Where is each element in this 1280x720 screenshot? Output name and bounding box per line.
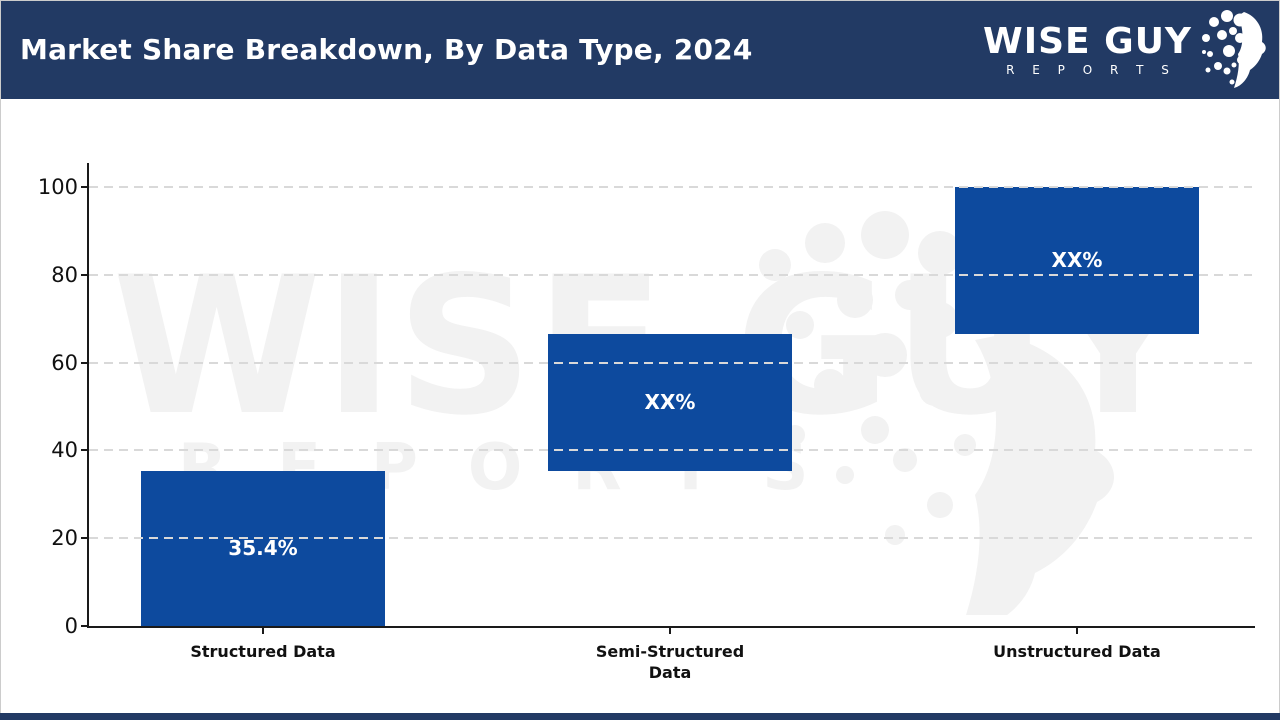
y-tick-label: 100 — [37, 175, 78, 199]
y-gridline — [89, 537, 1252, 540]
watermark-dotted-head-icon — [759, 211, 1114, 615]
x-category-label: Semi-Structured Data — [595, 642, 745, 682]
y-gridline — [89, 273, 1252, 276]
x-tick-mark — [1076, 626, 1078, 634]
bar-segment — [955, 187, 1199, 334]
y-tick-mark — [81, 361, 88, 364]
y-tick-mark — [81, 537, 88, 540]
brand-wordmark: WISE GUY — [982, 21, 1192, 63]
x-tick-mark — [262, 626, 264, 634]
y-gridline — [89, 361, 1252, 364]
y-axis-line — [87, 163, 89, 627]
x-tick-mark — [669, 626, 671, 634]
footer-bar — [0, 713, 1280, 720]
x-category-label: Unstructured Data — [993, 642, 1161, 661]
brand-logo-text: WISE GUY R E P O R T S — [983, 23, 1192, 77]
brand-sub-wordmark: R E P O R T S — [1006, 62, 1176, 77]
bar-segment — [548, 333, 792, 471]
bar-value-label: XX% — [644, 390, 696, 415]
bar-value-label: 35.4% — [228, 536, 298, 561]
dotted-head-icon — [1202, 10, 1266, 88]
y-tick-label: 20 — [51, 526, 78, 551]
y-tick-label: 40 — [51, 438, 78, 463]
y-tick-mark — [81, 186, 88, 188]
x-category-label: Structured Data — [190, 642, 336, 661]
chart-title: Market Share Breakdown, By Data Type, 20… — [20, 33, 753, 66]
bar-value-label: XX% — [1051, 248, 1103, 273]
y-tick-mark — [81, 625, 88, 627]
y-gridline — [89, 186, 1252, 188]
y-gridline — [89, 449, 1252, 452]
y-tick-label: 60 — [51, 350, 78, 375]
header-bar: Market Share Breakdown, By Data Type, 20… — [0, 0, 1280, 99]
x-axis-line — [87, 626, 1255, 628]
bar-segment — [141, 470, 385, 626]
y-tick-mark — [81, 449, 88, 452]
y-tick-mark — [81, 273, 88, 276]
y-tick-label: 80 — [51, 262, 78, 287]
y-tick-label: 0 — [64, 614, 78, 638]
brand-logo: WISE GUY R E P O R T S — [983, 6, 1268, 94]
